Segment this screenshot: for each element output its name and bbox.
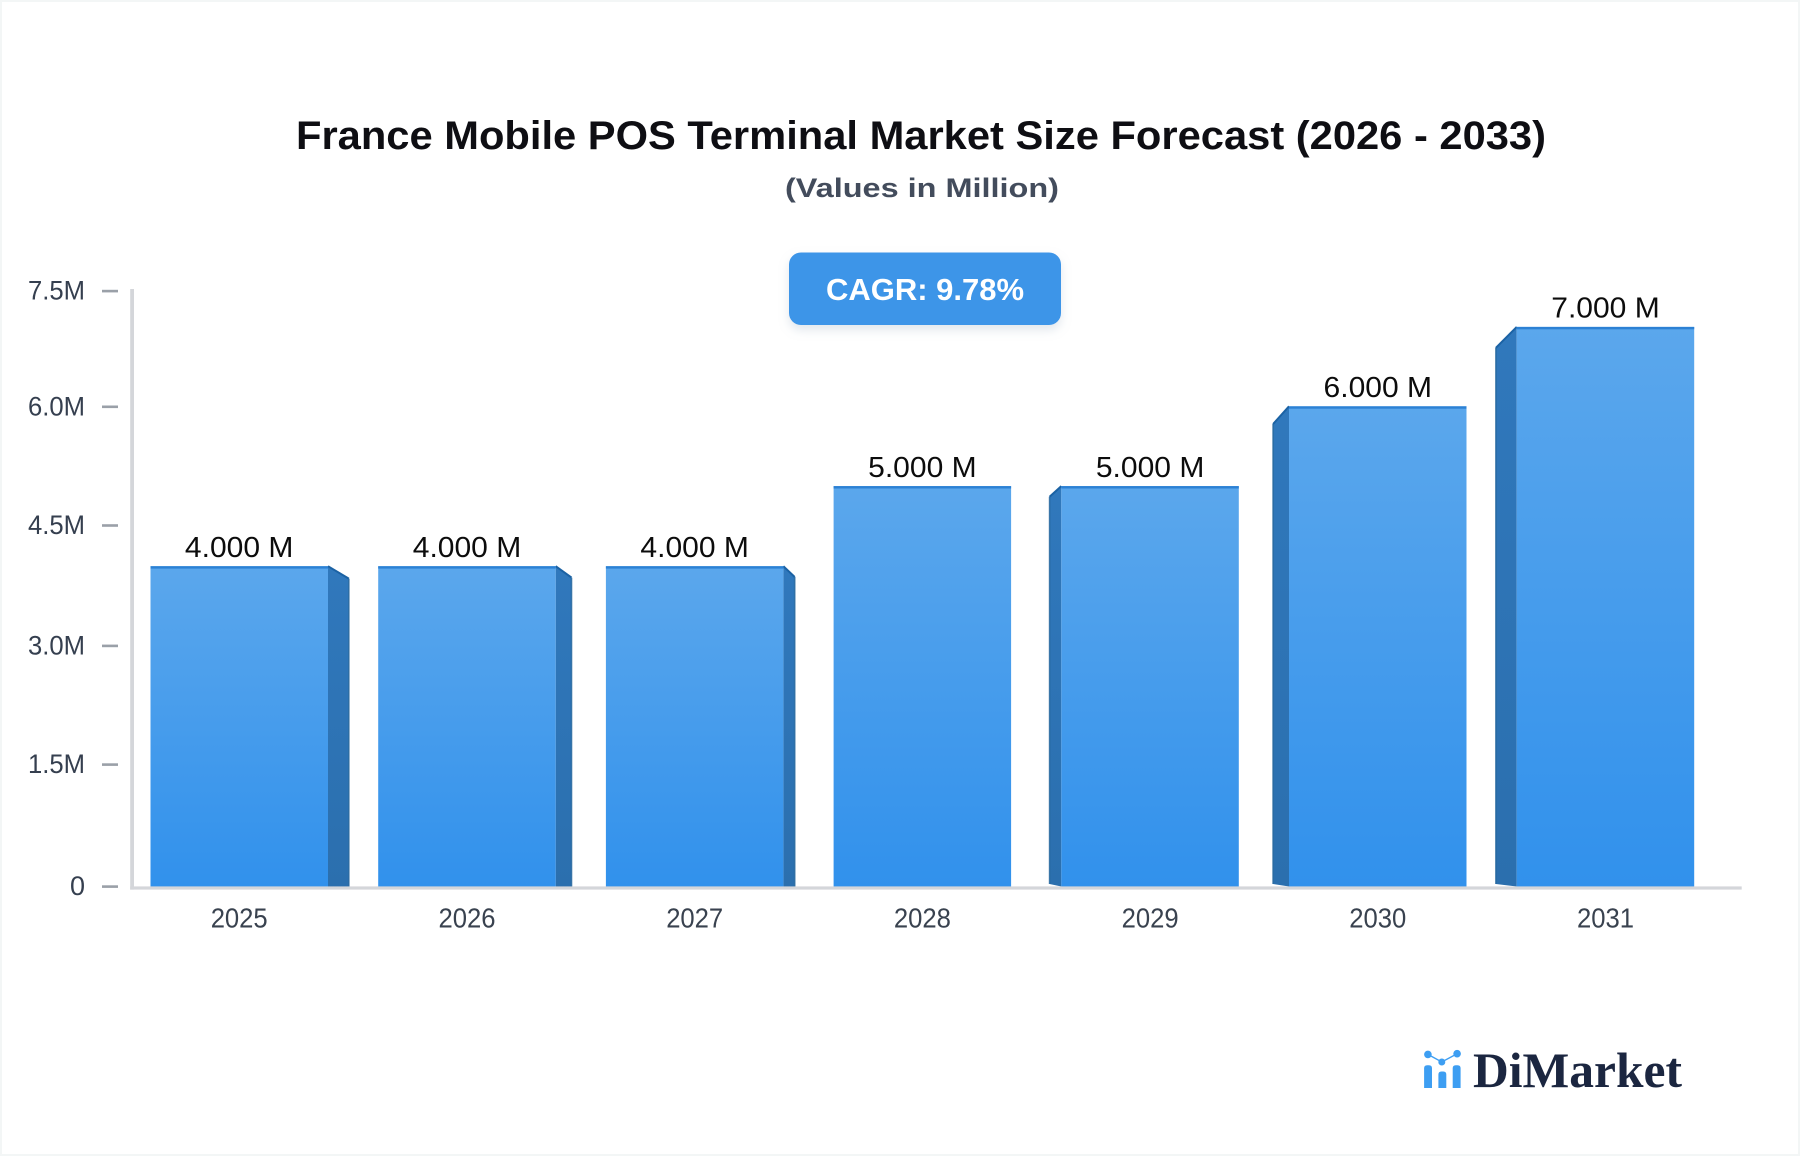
svg-text:2030: 2030: [1349, 903, 1406, 934]
svg-text:4.000 M: 4.000 M: [413, 532, 522, 564]
svg-text:CAGR: 9.78%: CAGR: 9.78%: [826, 272, 1024, 307]
svg-text:2029: 2029: [1122, 903, 1179, 934]
svg-text:4.000 M: 4.000 M: [185, 532, 294, 564]
svg-text:4.000 M: 4.000 M: [640, 532, 749, 564]
svg-text:2028: 2028: [894, 903, 951, 934]
svg-text:2026: 2026: [439, 903, 496, 934]
svg-text:6.0M: 6.0M: [28, 391, 85, 421]
svg-text:3.0M: 3.0M: [28, 630, 85, 660]
svg-text:DiMarket: DiMarket: [1473, 1042, 1682, 1098]
svg-text:2025: 2025: [211, 903, 268, 934]
svg-text:6.000 M: 6.000 M: [1324, 372, 1433, 404]
svg-text:7.000 M: 7.000 M: [1551, 293, 1660, 325]
svg-text:1.5M: 1.5M: [28, 749, 85, 779]
svg-text:5.000 M: 5.000 M: [1096, 452, 1205, 484]
svg-text:France Mobile POS Terminal Mar: France Mobile POS Terminal Market Size F…: [296, 114, 1546, 158]
svg-text:(Values in Million): (Values in Million): [785, 173, 1059, 203]
svg-text:7.5M: 7.5M: [28, 276, 85, 306]
svg-text:4.5M: 4.5M: [28, 510, 85, 540]
svg-text:2027: 2027: [666, 903, 723, 934]
svg-text:0: 0: [70, 871, 85, 901]
svg-text:2031: 2031: [1577, 903, 1634, 934]
svg-text:5.000 M: 5.000 M: [868, 452, 977, 484]
